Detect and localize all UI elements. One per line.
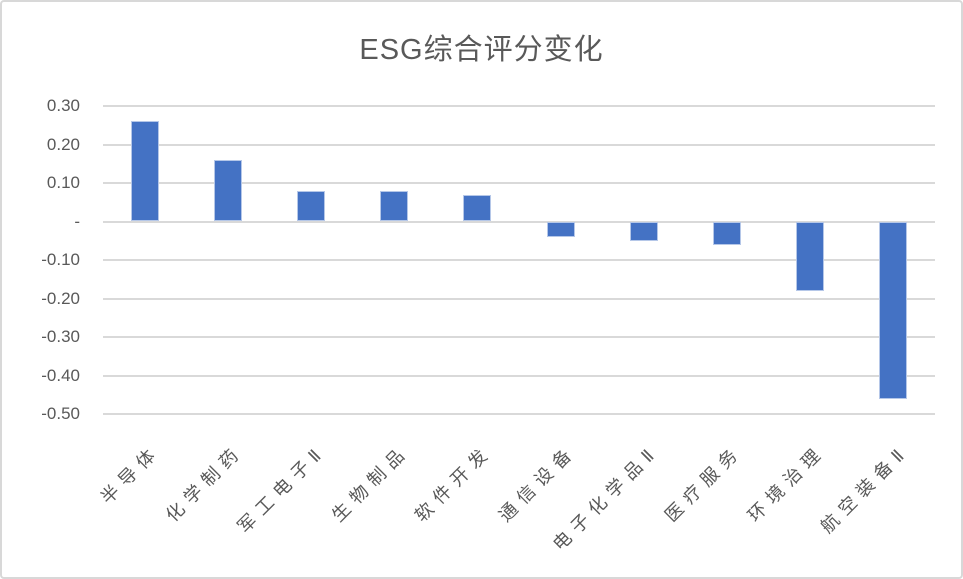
gridline <box>103 105 935 107</box>
y-axis-tick-label: 0.30 <box>46 96 80 115</box>
bar-电子化学品Ⅱ <box>629 221 658 241</box>
bar-环境治理 <box>796 221 825 291</box>
bar-军工电子Ⅱ <box>297 190 325 222</box>
bar-通信设备 <box>546 221 575 237</box>
bar-生物制品 <box>380 190 409 222</box>
y-axis-tick-label: -0.20 <box>41 288 80 308</box>
x-axis-label: 生物制品 <box>328 440 414 526</box>
gridline <box>103 220 935 223</box>
gridline <box>103 336 935 338</box>
y-axis-tick-label: 0.20 <box>46 134 80 154</box>
y-axis-tick-label: -0.40 <box>41 365 80 385</box>
gridline <box>103 374 935 377</box>
bar-航空装备Ⅱ <box>879 221 908 399</box>
gridline <box>103 182 935 184</box>
y-axis-tick-label: 0.10 <box>46 173 80 192</box>
x-axis-label: 医疗服务 <box>661 440 746 526</box>
x-axis-label: 通信设备 <box>494 440 580 526</box>
chart-title: ESG综合评分变化 <box>359 34 604 66</box>
x-axis-label: 半导体 <box>96 440 164 509</box>
bar-半导体 <box>130 121 159 222</box>
gridline <box>103 297 935 300</box>
x-axis-label: 化学制药 <box>161 440 247 526</box>
x-axis-label: 环境治理 <box>744 440 830 526</box>
y-axis-tick-label: -0.30 <box>41 327 80 346</box>
bar-医疗服务 <box>713 221 741 245</box>
bar-软件开发 <box>463 194 492 222</box>
y-axis-tick-label: -0.50 <box>41 404 80 423</box>
gridline <box>103 143 935 146</box>
y-axis-tick-label: - <box>74 211 80 231</box>
x-axis-label: 军工电子Ⅱ <box>233 440 330 537</box>
x-axis-label: 软件开发 <box>411 440 497 526</box>
y-axis-tick-label: -0.10 <box>41 250 80 269</box>
x-axis-label: 航空装备Ⅱ <box>816 440 913 537</box>
bar-化学制药 <box>213 159 242 222</box>
gridline <box>103 259 935 261</box>
gridline <box>103 413 935 415</box>
